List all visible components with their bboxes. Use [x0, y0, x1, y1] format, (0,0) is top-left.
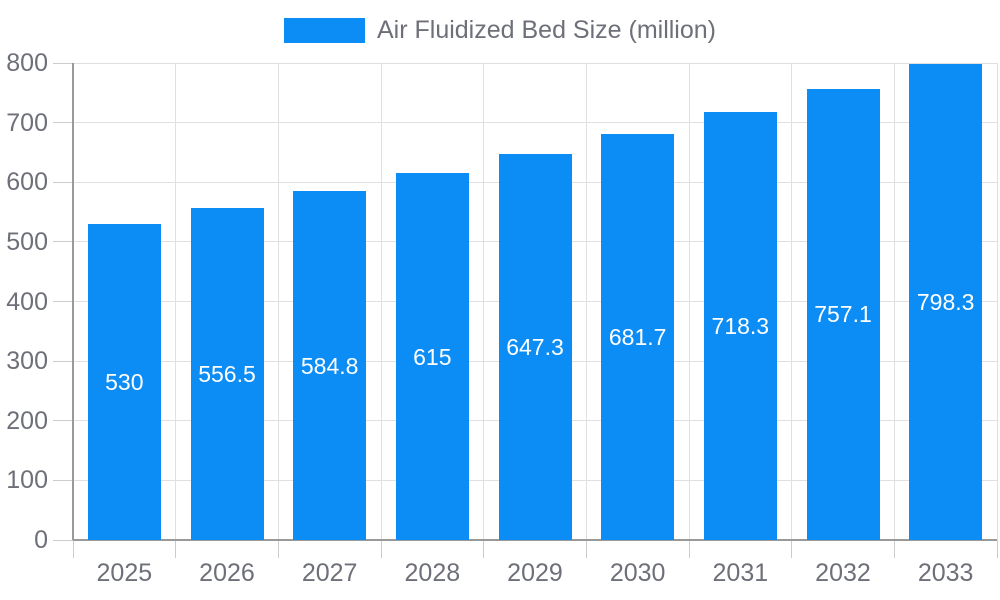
- x-axis-tick-label: 2031: [712, 559, 769, 587]
- bar-value-label: 718.3: [711, 312, 770, 339]
- x-axis-tick-label: 2025: [96, 559, 153, 587]
- bar-value-label: 681.7: [608, 323, 667, 350]
- y-axis-tick-label: 600: [6, 168, 48, 197]
- y-axis-tick-label: 700: [6, 108, 48, 137]
- bar-2032[interactable]: [806, 88, 880, 540]
- bar-value-label: 615: [413, 343, 452, 370]
- bar-value-label: 584.8: [300, 352, 359, 379]
- y-axis-line: [72, 63, 74, 540]
- legend-label[interactable]: Air Fluidized Bed Size (million): [376, 16, 717, 44]
- y-axis-tick-label: 400: [6, 287, 48, 316]
- gridline-vertical: [688, 63, 690, 540]
- x-axis-tick-label: 2028: [404, 559, 461, 587]
- y-axis-tick: [53, 301, 73, 302]
- gridline-vertical: [791, 63, 793, 540]
- bar-value-label: 556.5: [198, 361, 256, 388]
- x-axis-tick-label: 2026: [199, 559, 255, 587]
- bar-2029[interactable]: [498, 154, 572, 540]
- x-axis-tick: [175, 540, 177, 558]
- x-axis-tick: [996, 540, 998, 558]
- x-axis-tick: [483, 540, 485, 558]
- x-axis-tick: [72, 540, 74, 558]
- gridline-vertical: [277, 63, 279, 540]
- bar-2027[interactable]: [293, 191, 367, 540]
- y-axis-tick-label: 500: [6, 227, 48, 256]
- y-axis-tick: [53, 420, 73, 422]
- gridline-vertical: [175, 63, 177, 540]
- y-axis-tick: [53, 479, 73, 481]
- bar-value-label: 647.3: [506, 334, 564, 361]
- x-axis-tick-label: 2032: [815, 559, 871, 587]
- x-axis-tick: [893, 540, 895, 558]
- bar-2031[interactable]: [703, 111, 777, 540]
- y-axis-tick: [53, 62, 73, 64]
- gridline-horizontal: [73, 122, 997, 124]
- x-axis-tick: [688, 540, 690, 558]
- y-axis-tick: [53, 241, 73, 243]
- gridline-vertical: [893, 63, 895, 540]
- x-axis-tick: [380, 540, 382, 558]
- y-axis-tick-label: 800: [6, 49, 48, 77]
- gridline-horizontal: [73, 62, 997, 64]
- bar-value-label: 530: [105, 368, 144, 395]
- x-axis-tick: [277, 540, 279, 558]
- y-axis-tick: [53, 360, 73, 362]
- y-axis-tick-label: 100: [6, 466, 48, 495]
- x-axis-tick-label: 2033: [917, 559, 974, 587]
- gridline-vertical: [585, 63, 587, 540]
- gridline-vertical: [483, 63, 485, 540]
- y-axis-tick-label: 300: [6, 347, 48, 376]
- bar-2028[interactable]: [395, 173, 469, 540]
- x-axis-tick: [791, 540, 793, 558]
- bar-2025[interactable]: [87, 223, 161, 540]
- x-axis-tick-label: 2030: [609, 559, 666, 587]
- legend-swatch[interactable]: [283, 17, 365, 43]
- x-axis-tick-label: 2029: [507, 559, 563, 587]
- bar-value-label: 798.3: [916, 289, 975, 315]
- y-axis-tick-label: 200: [6, 406, 48, 435]
- y-axis-tick: [53, 539, 73, 541]
- y-axis-tick: [53, 181, 73, 183]
- y-axis-tick-label: 0: [34, 526, 48, 554]
- x-axis-tick-label: 2027: [301, 559, 358, 587]
- bar-value-label: 757.1: [814, 301, 872, 328]
- legend[interactable]: Air Fluidized Bed Size (million): [283, 14, 717, 46]
- y-axis-tick: [53, 122, 73, 124]
- bar-2033[interactable]: [909, 64, 983, 540]
- gridline-vertical: [996, 63, 998, 540]
- gridline-vertical: [380, 63, 382, 540]
- bar-2030[interactable]: [601, 133, 675, 540]
- x-axis-tick: [585, 540, 587, 558]
- bar-2026[interactable]: [190, 208, 264, 540]
- x-axis-line: [73, 539, 997, 541]
